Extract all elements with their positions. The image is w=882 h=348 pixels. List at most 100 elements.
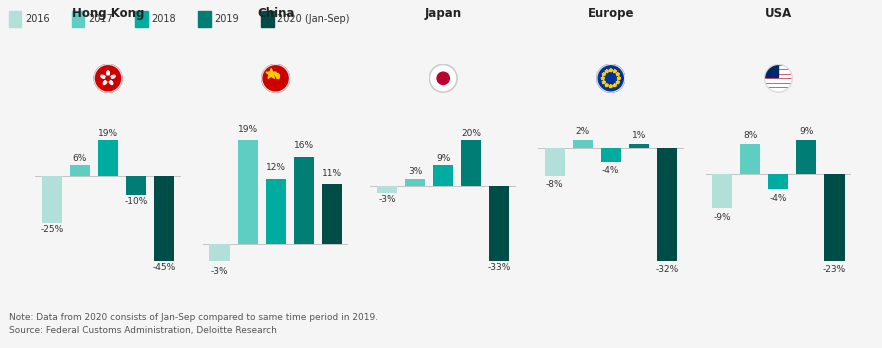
Bar: [265, 179, 286, 244]
Text: 8%: 8%: [744, 131, 758, 140]
Text: -9%: -9%: [714, 213, 731, 222]
Text: Europe: Europe: [587, 7, 634, 19]
Polygon shape: [266, 68, 277, 78]
Bar: [740, 144, 760, 174]
Circle shape: [262, 64, 289, 92]
Ellipse shape: [110, 75, 116, 78]
Bar: [126, 176, 146, 195]
Text: -10%: -10%: [124, 197, 148, 206]
Text: 16%: 16%: [294, 141, 314, 150]
Text: 20%: 20%: [461, 129, 482, 138]
Polygon shape: [276, 75, 280, 79]
Bar: [764, 66, 793, 68]
Circle shape: [106, 76, 110, 80]
Text: -4%: -4%: [602, 166, 619, 175]
Polygon shape: [605, 70, 609, 73]
Bar: [764, 70, 793, 73]
Bar: [294, 157, 314, 244]
Text: 2016: 2016: [25, 14, 49, 24]
Bar: [713, 174, 732, 208]
Bar: [764, 88, 793, 91]
Bar: [261, 11, 273, 27]
Text: -3%: -3%: [378, 195, 396, 204]
Circle shape: [437, 72, 449, 85]
Text: -23%: -23%: [823, 265, 846, 274]
Text: 2018: 2018: [151, 14, 176, 24]
Text: 19%: 19%: [98, 129, 118, 138]
Text: 1%: 1%: [632, 131, 646, 140]
Polygon shape: [609, 68, 613, 72]
Bar: [825, 174, 845, 261]
Bar: [70, 165, 90, 176]
Text: 2020 (Jan-Sep): 2020 (Jan-Sep): [277, 14, 349, 24]
Text: -33%: -33%: [488, 263, 511, 272]
Bar: [433, 165, 453, 186]
Polygon shape: [602, 80, 606, 84]
Circle shape: [597, 64, 624, 92]
Polygon shape: [609, 85, 613, 88]
Polygon shape: [276, 74, 280, 78]
Polygon shape: [602, 72, 606, 76]
Polygon shape: [617, 77, 621, 80]
Text: Note: Data from 2020 consists of Jan-Sep compared to same time period in 2019.
S: Note: Data from 2020 consists of Jan-Sep…: [9, 313, 378, 335]
Text: 2019: 2019: [214, 14, 239, 24]
Text: 6%: 6%: [73, 153, 87, 163]
Bar: [764, 64, 779, 77]
Bar: [490, 186, 509, 261]
Bar: [764, 75, 793, 77]
Bar: [210, 244, 229, 261]
Bar: [405, 179, 425, 186]
Text: 19%: 19%: [237, 125, 258, 134]
Bar: [768, 174, 789, 189]
Bar: [135, 11, 147, 27]
Polygon shape: [605, 84, 609, 87]
Circle shape: [765, 64, 792, 92]
Bar: [764, 79, 793, 82]
Ellipse shape: [107, 71, 109, 76]
Bar: [154, 176, 175, 261]
Bar: [572, 141, 593, 148]
Text: USA: USA: [765, 7, 792, 19]
Bar: [764, 84, 793, 86]
Bar: [796, 141, 817, 174]
Bar: [98, 141, 118, 176]
Text: 2%: 2%: [576, 127, 590, 136]
Text: 3%: 3%: [408, 167, 422, 176]
Text: 9%: 9%: [436, 154, 451, 163]
Polygon shape: [274, 73, 278, 76]
Text: -45%: -45%: [153, 263, 176, 272]
Text: 11%: 11%: [322, 168, 341, 177]
Bar: [198, 11, 211, 27]
Text: Hong Kong: Hong Kong: [71, 7, 145, 19]
Text: -3%: -3%: [211, 267, 228, 276]
Polygon shape: [613, 70, 617, 73]
Bar: [322, 184, 342, 244]
Bar: [237, 141, 258, 244]
Ellipse shape: [101, 75, 106, 78]
Bar: [42, 176, 62, 223]
Text: Japan: Japan: [424, 7, 462, 19]
Text: 12%: 12%: [265, 163, 286, 172]
Text: 2017: 2017: [88, 14, 113, 24]
Polygon shape: [616, 72, 619, 76]
Ellipse shape: [103, 80, 107, 85]
Text: 9%: 9%: [799, 127, 813, 136]
Circle shape: [94, 64, 122, 92]
Polygon shape: [601, 77, 604, 80]
Bar: [9, 11, 21, 27]
Text: -25%: -25%: [41, 225, 64, 234]
Bar: [657, 148, 677, 261]
Bar: [601, 148, 621, 161]
Bar: [461, 141, 482, 186]
Bar: [377, 186, 397, 192]
Bar: [629, 144, 649, 148]
Bar: [545, 148, 564, 176]
Polygon shape: [276, 73, 280, 77]
Text: -8%: -8%: [546, 180, 564, 189]
Polygon shape: [616, 80, 619, 84]
Text: China: China: [257, 7, 295, 19]
Polygon shape: [613, 84, 617, 87]
Bar: [72, 11, 85, 27]
Circle shape: [430, 64, 457, 92]
Ellipse shape: [109, 80, 113, 85]
